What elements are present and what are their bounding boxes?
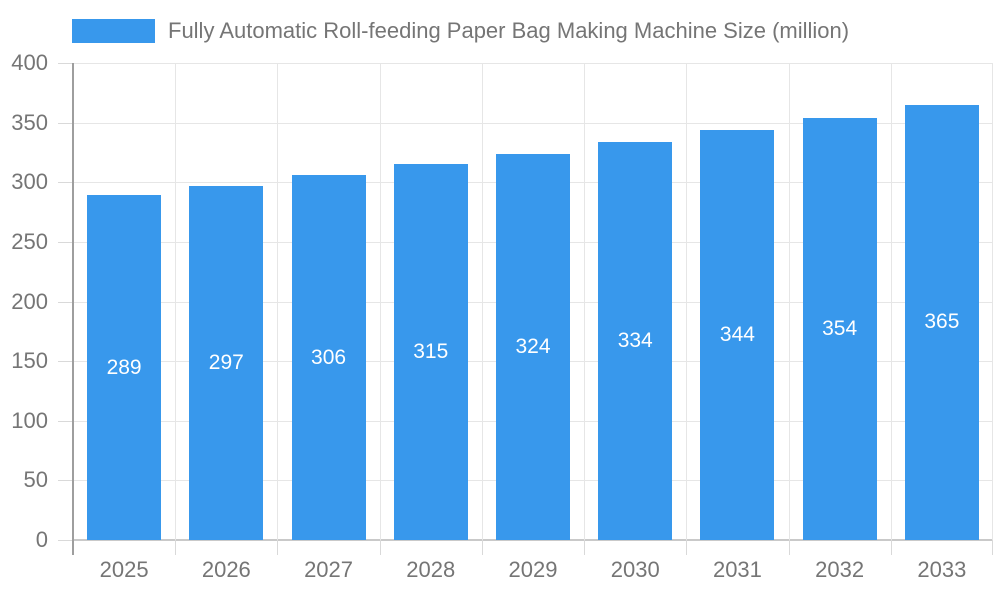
y-axis-tick: [58, 540, 73, 541]
v-gridline: [788, 63, 790, 540]
y-axis-label: 100: [11, 407, 48, 433]
bar: [700, 129, 775, 540]
chart-legend[interactable]: Fully Automatic Roll-feeding Paper Bag M…: [72, 18, 849, 44]
bar: [189, 185, 264, 540]
x-axis-label: 2032: [815, 557, 865, 582]
x-axis-tick: [686, 540, 688, 555]
v-gridline: [379, 63, 381, 540]
bar: [87, 195, 162, 540]
y-axis-tick: [58, 241, 73, 243]
v-gridline: [890, 63, 892, 540]
y-axis-tick: [58, 301, 73, 303]
bar: [802, 117, 877, 540]
x-axis-label: 2031: [712, 557, 762, 582]
bar-value-label: 324: [515, 334, 551, 358]
x-axis-tick: [379, 540, 381, 555]
x-axis-tick: [890, 540, 892, 555]
legend-swatch[interactable]: [72, 19, 155, 43]
legend-label: Fully Automatic Roll-feeding Paper Bag M…: [168, 18, 850, 43]
v-gridline: [277, 63, 279, 540]
bar: [496, 153, 570, 540]
x-baseline: [73, 539, 993, 541]
y-axis-tick: [58, 182, 73, 184]
bar-value-label: 297: [208, 350, 244, 374]
x-axis-tick: [481, 540, 483, 555]
y-axis-label: 300: [11, 169, 48, 195]
bar: [598, 141, 673, 540]
bar-value-label: 289: [106, 355, 142, 379]
y-axis-label: 0: [35, 527, 48, 552]
bar-value-label: 306: [311, 345, 347, 369]
x-axis-tick: [788, 540, 790, 555]
y-axis-label: 50: [23, 467, 48, 493]
y-axis-tick: [58, 420, 73, 422]
x-axis-tick: [175, 540, 177, 555]
y-axis-label: 250: [11, 228, 48, 254]
y-axis-tick: [58, 480, 73, 482]
y-axis-line: [72, 63, 74, 555]
bar: [904, 104, 979, 540]
bar: [393, 164, 468, 540]
x-axis-label: 2027: [304, 557, 354, 582]
y-axis-tick: [58, 361, 73, 363]
x-axis-label: 2028: [406, 557, 456, 582]
x-axis-tick: [992, 540, 993, 555]
x-axis-label: 2026: [201, 557, 251, 582]
y-axis-label: 150: [11, 348, 48, 374]
x-axis-label: 2030: [610, 557, 660, 582]
y-axis-label: 350: [11, 109, 48, 135]
h-gridline: [73, 63, 993, 64]
bar: [291, 175, 366, 540]
y-axis-tick: [58, 122, 73, 124]
x-axis-label: 2033: [917, 557, 967, 582]
x-axis-tick: [277, 540, 279, 555]
v-gridline: [481, 63, 483, 540]
bar-value-label: 334: [617, 328, 653, 352]
x-axis-tick: [584, 540, 586, 555]
x-axis-label: 2029: [508, 557, 558, 582]
v-gridline: [175, 63, 177, 540]
x-axis-label: 2025: [99, 557, 149, 582]
bar-value-label: 344: [719, 322, 755, 346]
y-axis-label: 200: [11, 288, 48, 314]
v-gridline: [686, 63, 688, 540]
h-gridline: [73, 122, 993, 124]
y-axis-label: 400: [11, 50, 48, 75]
bar-value-label: 315: [413, 340, 449, 364]
v-gridline: [992, 63, 993, 540]
plot-area: 0 50 100 150 200 250 300 350 400 289 2025 297 2026 30…: [11, 52, 993, 582]
bar-value-label: 365: [924, 310, 960, 334]
y-axis-tick: [58, 63, 73, 64]
bar-value-label: 354: [822, 316, 858, 340]
v-gridline: [584, 63, 586, 540]
